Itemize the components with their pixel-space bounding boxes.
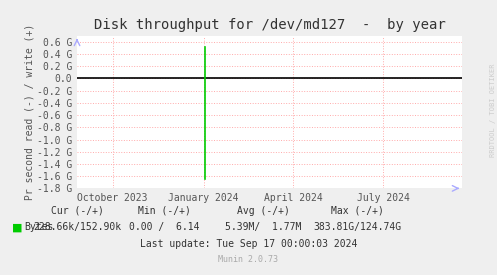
Text: ■: ■ [12,222,23,232]
Text: Munin 2.0.73: Munin 2.0.73 [219,255,278,264]
Text: RRDTOOL / TOBI OETIKER: RRDTOOL / TOBI OETIKER [490,63,496,157]
Text: Last update: Tue Sep 17 00:00:03 2024: Last update: Tue Sep 17 00:00:03 2024 [140,239,357,249]
Text: 0.00 /  6.14: 0.00 / 6.14 [129,222,199,232]
Text: Max (-/+): Max (-/+) [331,206,384,216]
Text: Min (-/+): Min (-/+) [138,206,190,216]
Text: Avg (-/+): Avg (-/+) [237,206,290,216]
Text: Cur (-/+): Cur (-/+) [51,206,103,216]
Text: 228.66k/152.90k: 228.66k/152.90k [33,222,121,232]
Text: 383.81G/124.74G: 383.81G/124.74G [314,222,402,232]
Text: 5.39M/  1.77M: 5.39M/ 1.77M [225,222,302,232]
Title: Disk throughput for /dev/md127  -  by year: Disk throughput for /dev/md127 - by year [94,18,445,32]
Text: Bytes: Bytes [24,222,53,232]
Y-axis label: Pr second read (-) / write (+): Pr second read (-) / write (+) [24,24,34,200]
